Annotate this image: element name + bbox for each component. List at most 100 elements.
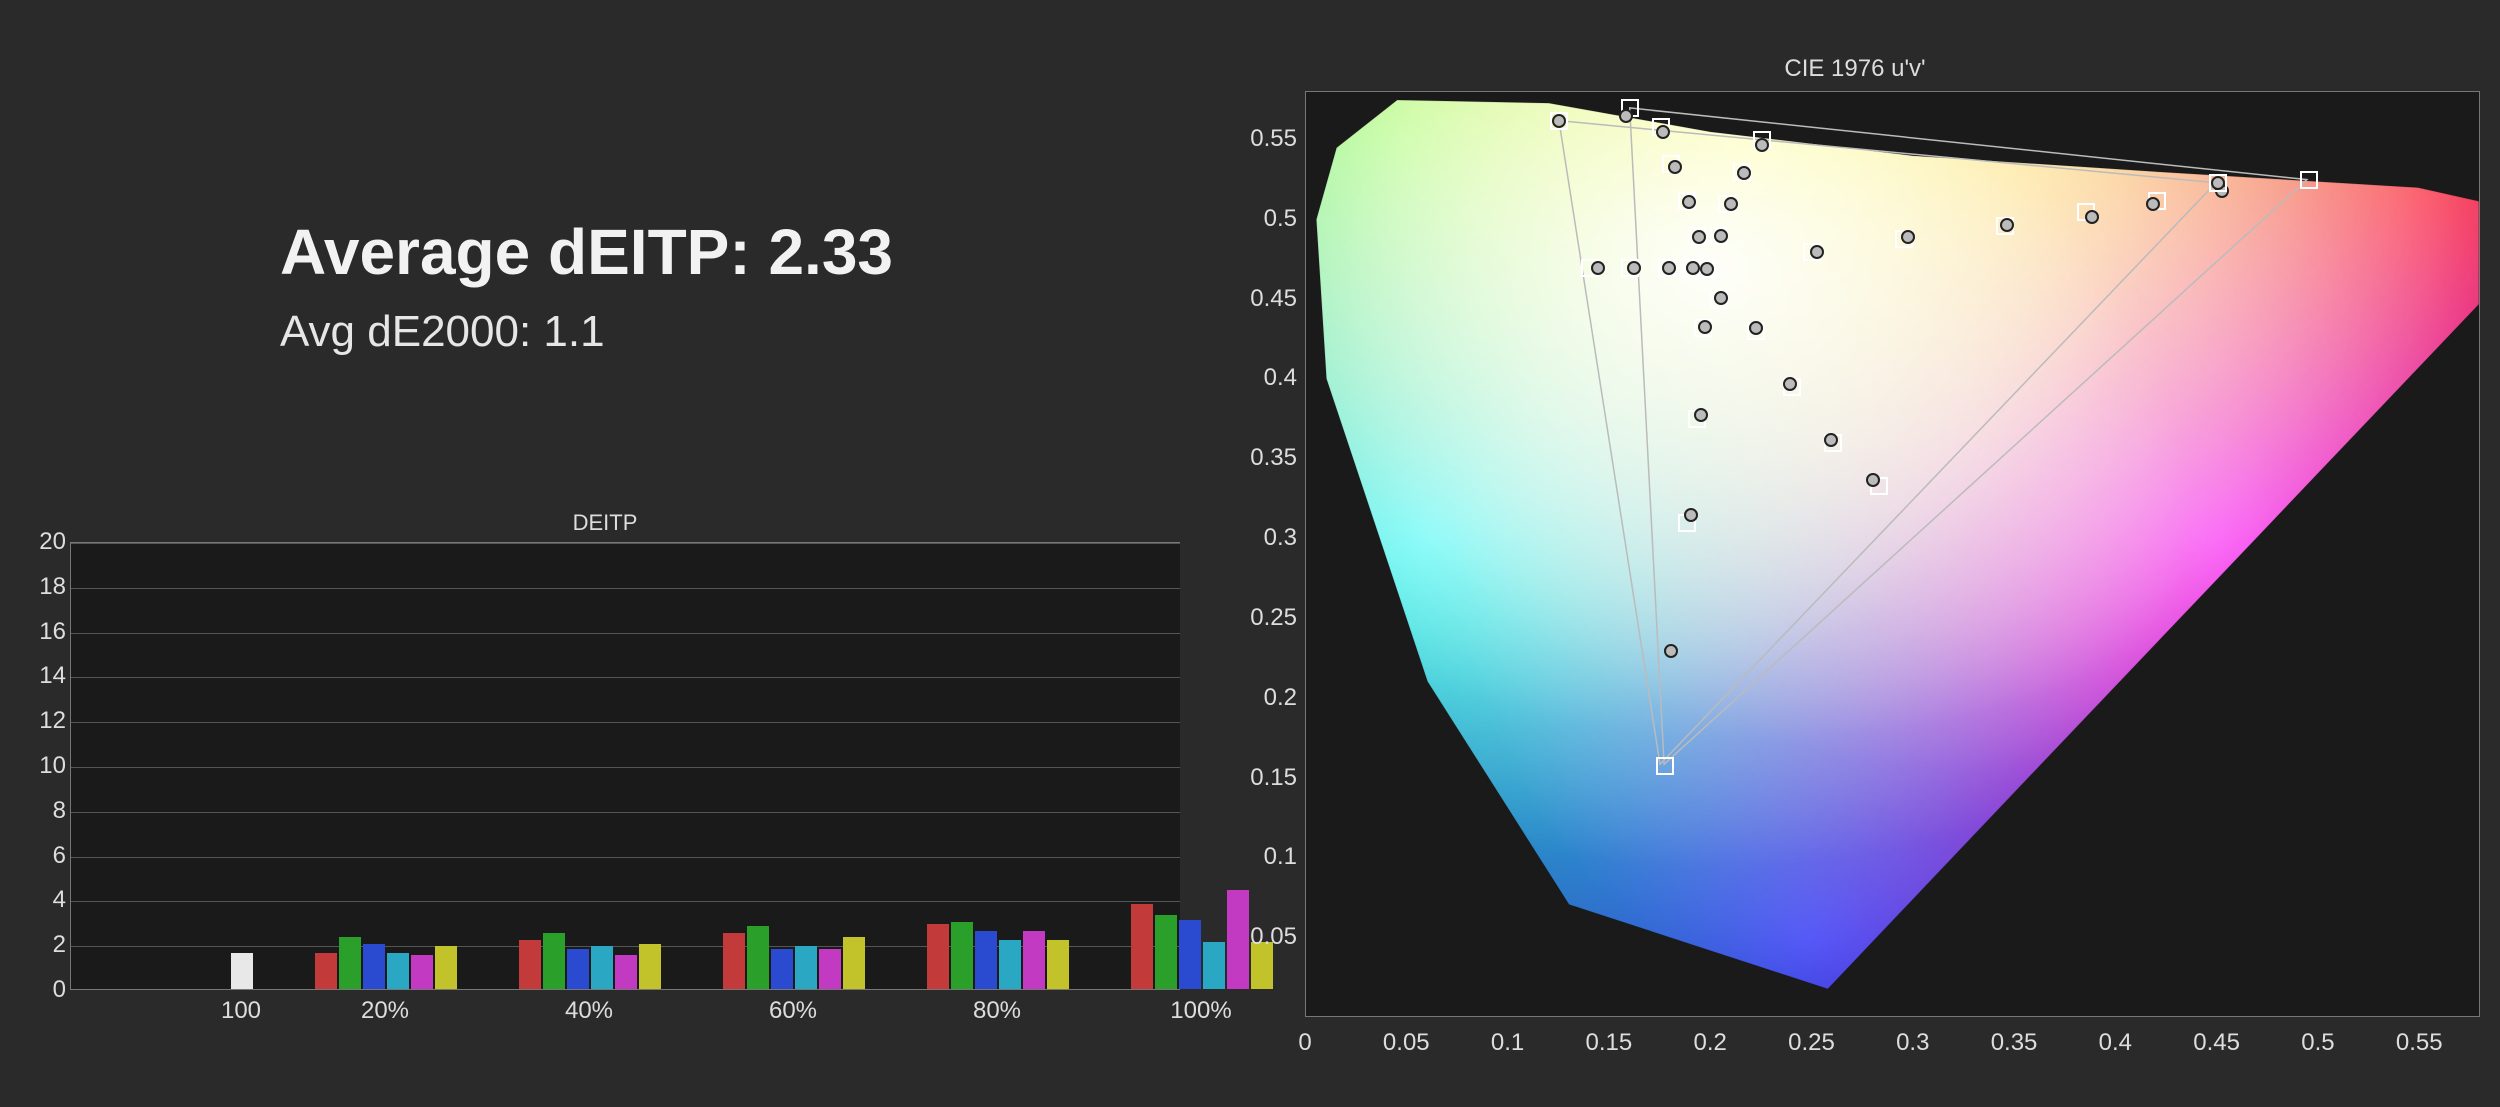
bar-chart-xtick: 80% (973, 997, 1021, 1025)
bar-red (315, 953, 337, 989)
bar-chart-xtick: 40% (565, 997, 613, 1025)
bar-yellow (639, 944, 661, 989)
cie-measured-marker (1824, 433, 1838, 447)
cie-chart-ytick: 0.45 (1225, 285, 1297, 313)
cie-chart-plot-area (1305, 91, 2480, 1017)
cie-measured-marker (2085, 210, 2099, 224)
cie-chart-xtick: 0.1 (1491, 1029, 1524, 1057)
bar-cyan (591, 946, 613, 989)
bar-chart-gridline (71, 767, 1180, 768)
bar-yellow (435, 946, 457, 989)
bar-green (951, 922, 973, 989)
bar-chart-gridline (71, 588, 1180, 589)
bar-chart-gridline (71, 722, 1180, 723)
bar-chart-ytick: 12 (20, 707, 66, 735)
bar-chart-gridline (71, 901, 1180, 902)
bar-chart-ytick: 6 (20, 842, 66, 870)
cie-measured-marker (1627, 261, 1641, 275)
bar-red (723, 933, 745, 989)
bar-magenta (411, 955, 433, 989)
metric-de2000: Avg dE2000: 1.1 (280, 307, 893, 357)
cie-chart-ytick: 0.4 (1225, 364, 1297, 392)
cie-measured-marker (1724, 197, 1738, 211)
bar-yellow (843, 937, 865, 989)
bar-chart-ytick: 20 (20, 528, 66, 556)
bar-chart-xtick: 60% (769, 997, 817, 1025)
bar-chart-plot-area (70, 542, 1180, 990)
cie-chart-xtick: 0.5 (2301, 1029, 2334, 1057)
cie-chart-ytick: 0.5 (1225, 205, 1297, 233)
cie-measured-marker (1684, 508, 1698, 522)
bar-red (519, 940, 541, 989)
bar-chart-ytick: 0 (20, 976, 66, 1004)
cie-chart-xtick: 0.15 (1586, 1029, 1633, 1057)
bar-chart-xtick: 100% (1170, 997, 1231, 1025)
cie-measured-marker (1810, 245, 1824, 259)
cie-chart-ytick: 0.1 (1225, 843, 1297, 871)
bar-chart-xtick: 100 (221, 997, 261, 1025)
cie-measured-marker (2146, 197, 2160, 211)
cie-measured-marker (1783, 377, 1797, 391)
cie-chart-ytick: 0.05 (1225, 923, 1297, 951)
bar-yellow (1047, 940, 1069, 989)
bar-cyan (387, 953, 409, 989)
cie-measured-marker (1694, 408, 1708, 422)
cie-measured-marker (1591, 261, 1605, 275)
cie-chart-xtick: 0.4 (2099, 1029, 2132, 1057)
cie-measured-marker (2211, 176, 2225, 190)
cie-chart-ytick: 0.2 (1225, 684, 1297, 712)
cie-measured-marker (1656, 125, 1670, 139)
cie-measured-marker (2000, 218, 2014, 232)
bar-chart-ytick: 8 (20, 797, 66, 825)
cie-chart-xtick: 0.55 (2396, 1029, 2443, 1057)
cie-measured-marker (1552, 114, 1566, 128)
cie-measured-marker (1692, 230, 1706, 244)
bar-chart-gridline (71, 677, 1180, 678)
bar-green (747, 926, 769, 989)
bar-red (1131, 904, 1153, 989)
bar-blue (975, 931, 997, 989)
cie-measured-marker (1700, 262, 1714, 276)
bar-magenta (1023, 931, 1045, 989)
bar-chart-ytick: 14 (20, 662, 66, 690)
bar-cyan (1203, 942, 1225, 989)
cie-measured-marker (1668, 160, 1682, 174)
bar-chart-xtick: 20% (361, 997, 409, 1025)
bar-blue (363, 944, 385, 989)
cie-measured-marker (1714, 229, 1728, 243)
bar-blue (567, 949, 589, 989)
bar-chart-gridline (71, 543, 1180, 544)
bar-magenta (819, 949, 841, 989)
cie-chart-title: CIE 1976 u'v' (1225, 55, 2485, 83)
cie-chart-ytick: 0.25 (1225, 604, 1297, 632)
bar-blue (1179, 920, 1201, 989)
metrics-block: Average dEITP: 2.33 Avg dE2000: 1.1 (280, 215, 893, 357)
bar-chart-ytick: 18 (20, 573, 66, 601)
bar-green (1155, 915, 1177, 989)
cie-measured-marker (1686, 261, 1700, 275)
bar-magenta (615, 955, 637, 989)
bar-cyan (999, 940, 1021, 989)
cie-chart-ytick: 0.3 (1225, 524, 1297, 552)
cie-measured-marker (1664, 644, 1678, 658)
bar-chart-gridline (71, 812, 1180, 813)
cie-chart-ytick: 0.15 (1225, 764, 1297, 792)
cie-measured-marker (1619, 109, 1633, 123)
bar-chart-ytick: 16 (20, 618, 66, 646)
cie-chart-xtick: 0.2 (1693, 1029, 1726, 1057)
cie-chart-xtick: 0.45 (2193, 1029, 2240, 1057)
bar-chart-title: DEITP (20, 510, 1190, 536)
deitp-bar-chart: DEITP 02468101214161820 10020%40%60%80%1… (20, 510, 1190, 1030)
bar-green (543, 933, 565, 989)
cie-measured-marker (1866, 473, 1880, 487)
cie-measured-marker (1714, 291, 1728, 305)
cie-measured-marker (1698, 320, 1712, 334)
cie-measured-marker (1662, 261, 1676, 275)
cie-measured-marker (1755, 138, 1769, 152)
bar-white (231, 953, 253, 989)
bar-red (927, 924, 949, 989)
color-accuracy-report: Average dEITP: 2.33 Avg dE2000: 1.1 DEIT… (0, 0, 2500, 1107)
cie-chart-xtick: 0.35 (1991, 1029, 2038, 1057)
cie-chart-xtick: 0.3 (1896, 1029, 1929, 1057)
cie-target-marker (2300, 171, 2318, 189)
